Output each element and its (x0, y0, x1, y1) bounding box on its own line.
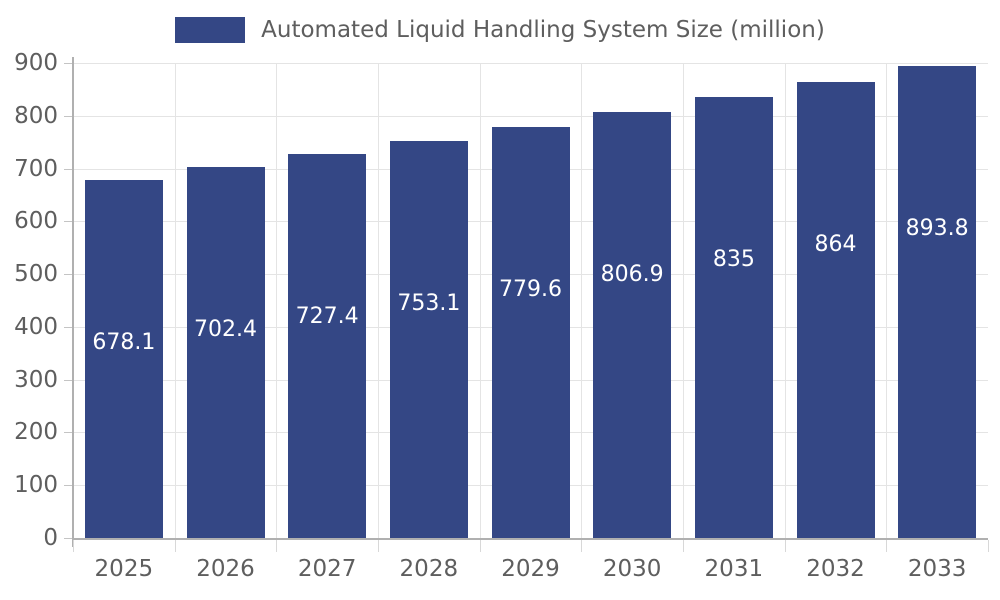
bar[interactable] (593, 112, 672, 538)
y-axis-tick-mark (64, 379, 73, 381)
gridline-vertical (276, 63, 277, 538)
x-axis-tick-mark (683, 540, 684, 552)
gridline-vertical (378, 63, 379, 538)
bar-value-label: 893.8 (905, 216, 969, 242)
bar[interactable] (186, 167, 265, 538)
x-axis-tick-label: 2028 (399, 556, 459, 582)
x-axis-tick-mark (581, 540, 582, 552)
x-axis-tick-mark (480, 540, 481, 552)
y-axis-tick-label: 700 (14, 155, 58, 182)
x-axis-line (73, 538, 988, 540)
y-axis-tick-mark (64, 168, 73, 170)
bar-value-label: 835 (712, 247, 755, 273)
y-axis-tick-mark (64, 63, 73, 64)
y-axis-tick-mark (64, 432, 73, 434)
y-axis-tick-label: 300 (14, 366, 58, 393)
y-axis-tick-mark (64, 274, 73, 276)
x-axis-tick-label: 2027 (297, 556, 357, 582)
legend-color-swatch (175, 17, 246, 43)
x-axis-tick-mark (378, 540, 379, 552)
bar[interactable] (796, 82, 875, 538)
bar[interactable] (389, 140, 468, 538)
gridline-vertical (175, 63, 176, 538)
y-axis-labels: 0 100 200 300 400 500 600 700 800 900 (0, 0, 58, 600)
bar-value-label: 806.9 (600, 262, 664, 288)
gridline-vertical (581, 63, 582, 538)
bar[interactable] (898, 66, 977, 538)
y-axis-tick-label: 100 (14, 472, 58, 499)
y-axis-tick-label: 800 (14, 102, 58, 129)
x-axis-tick-mark (73, 540, 74, 552)
bar[interactable] (694, 97, 773, 538)
bar-value-label: 678.1 (92, 330, 156, 356)
bar[interactable] (491, 126, 570, 538)
x-axis-tick-label: 2033 (907, 556, 967, 582)
y-axis-tick-label: 600 (14, 208, 58, 235)
x-axis-tick-mark (886, 540, 887, 552)
x-axis-tick-label: 2026 (196, 556, 255, 582)
x-axis-tick-mark (785, 540, 786, 552)
x-axis-tick-mark (988, 540, 989, 552)
gridline-vertical (480, 63, 481, 538)
x-axis-tick-label: 2025 (94, 556, 154, 582)
y-axis-line (72, 57, 74, 547)
bar-value-label: 753.1 (397, 290, 461, 316)
x-axis-tick-label: 2031 (704, 556, 764, 582)
x-axis-tick-mark (175, 540, 176, 552)
bar-value-label: 727.4 (295, 304, 359, 330)
y-axis-tick-label: 200 (14, 419, 58, 446)
x-axis-tick-label: 2029 (501, 556, 560, 582)
x-axis-tick-mark (276, 540, 277, 552)
gridline-horizontal (73, 63, 988, 64)
y-axis-tick-mark (64, 485, 73, 487)
gridline-horizontal (73, 115, 988, 117)
y-axis-tick-label: 500 (14, 261, 58, 288)
legend-label: Automated Liquid Handling System Size (m… (261, 17, 825, 43)
x-axis-tick-label: 2030 (602, 556, 662, 582)
bar-value-label: 702.4 (193, 317, 257, 343)
y-axis-tick-mark (64, 326, 73, 328)
bar[interactable] (84, 180, 163, 538)
bar[interactable] (288, 154, 367, 538)
gridline-vertical (886, 63, 887, 538)
gridline-vertical (785, 63, 786, 538)
y-axis-tick-label: 900 (14, 50, 58, 76)
x-axis-tick-label: 2032 (806, 556, 865, 582)
plot-area: 678.1 702.4 727.4 753.1 779.6 806.9 835 864 893.… (73, 63, 988, 539)
chart-legend: Automated Liquid Handling System Size (m… (0, 14, 1000, 46)
y-axis-tick-mark (64, 538, 73, 539)
bar-value-label: 864 (814, 232, 857, 257)
gridline-vertical (683, 63, 684, 538)
y-axis-tick-mark (64, 115, 73, 117)
bar-value-label: 779.6 (498, 276, 562, 302)
y-axis-tick-mark (64, 221, 73, 223)
y-axis-tick-label: 0 (43, 525, 58, 551)
y-axis-tick-label: 400 (14, 313, 58, 340)
